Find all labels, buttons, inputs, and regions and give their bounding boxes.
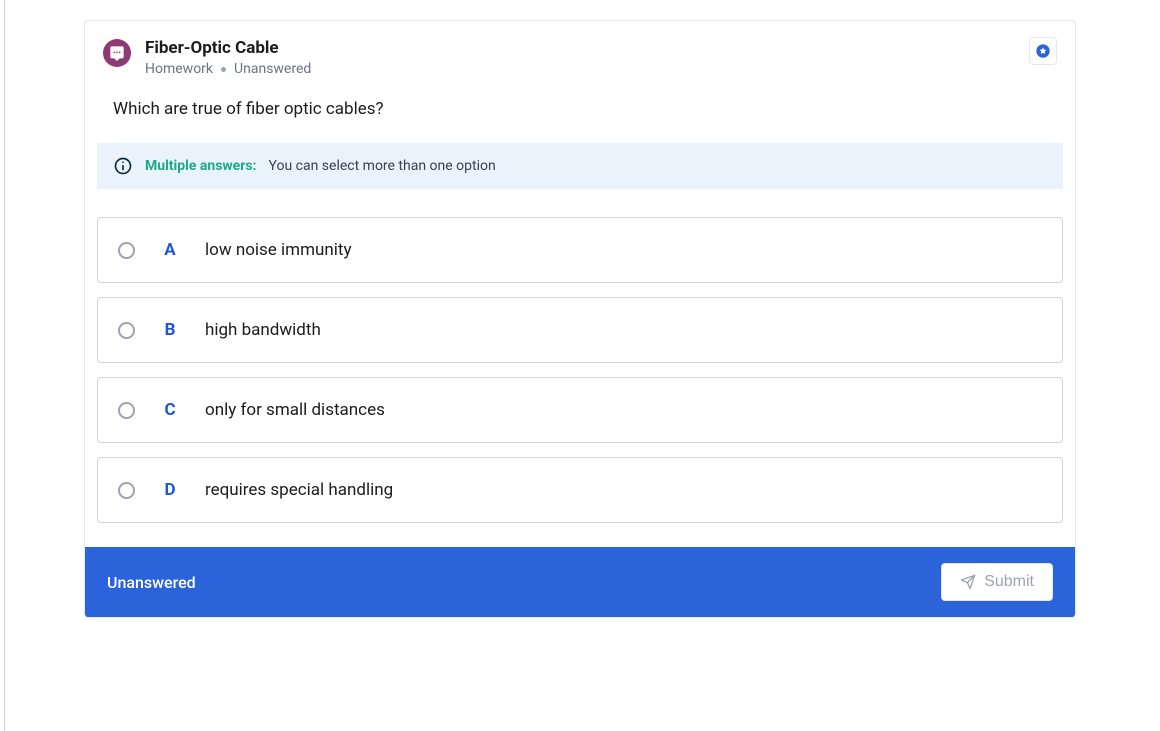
info-icon	[113, 156, 133, 176]
question-card: Fiber-Optic Cable Homework Unanswered Wh…	[84, 20, 1076, 618]
option-a[interactable]: A low noise immunity	[97, 217, 1063, 283]
submit-label: Submit	[984, 573, 1034, 591]
option-b[interactable]: B high bandwidth	[97, 297, 1063, 363]
question-text: Which are true of fiber optic cables?	[85, 77, 1075, 143]
page-left-divider	[4, 0, 5, 731]
comment-icon[interactable]	[103, 39, 131, 67]
title-block: Fiber-Optic Cable Homework Unanswered	[145, 37, 1057, 77]
option-letter: A	[161, 240, 179, 260]
option-text: requires special handling	[205, 480, 393, 500]
option-text: high bandwidth	[205, 320, 321, 340]
radio-icon	[118, 402, 135, 419]
info-text: You can select more than one option	[269, 158, 496, 174]
question-subtitle: Homework Unanswered	[145, 61, 1057, 77]
card-header: Fiber-Optic Cable Homework Unanswered	[85, 21, 1075, 77]
radio-icon	[118, 242, 135, 259]
header-status: Unanswered	[234, 61, 311, 77]
paper-plane-icon	[960, 574, 976, 590]
info-label: Multiple answers:	[145, 158, 257, 174]
option-letter: C	[161, 400, 179, 420]
bookmark-button[interactable]	[1029, 37, 1057, 65]
info-banner: Multiple answers: You can select more th…	[97, 143, 1063, 189]
option-text: low noise immunity	[205, 240, 352, 260]
option-letter: D	[161, 480, 179, 500]
option-text: only for small distances	[205, 400, 385, 420]
footer-status: Unanswered	[107, 573, 196, 592]
question-title: Fiber-Optic Cable	[145, 37, 1057, 59]
option-letter: B	[161, 320, 179, 340]
option-d[interactable]: D requires special handling	[97, 457, 1063, 523]
submit-button[interactable]: Submit	[941, 563, 1053, 601]
category-label: Homework	[145, 61, 213, 77]
radio-icon	[118, 482, 135, 499]
radio-icon	[118, 322, 135, 339]
separator-dot	[221, 67, 226, 72]
options-list: A low noise immunity B high bandwidth C …	[85, 217, 1075, 547]
option-c[interactable]: C only for small distances	[97, 377, 1063, 443]
star-icon	[1035, 43, 1051, 59]
card-footer: Unanswered Submit	[85, 547, 1075, 617]
